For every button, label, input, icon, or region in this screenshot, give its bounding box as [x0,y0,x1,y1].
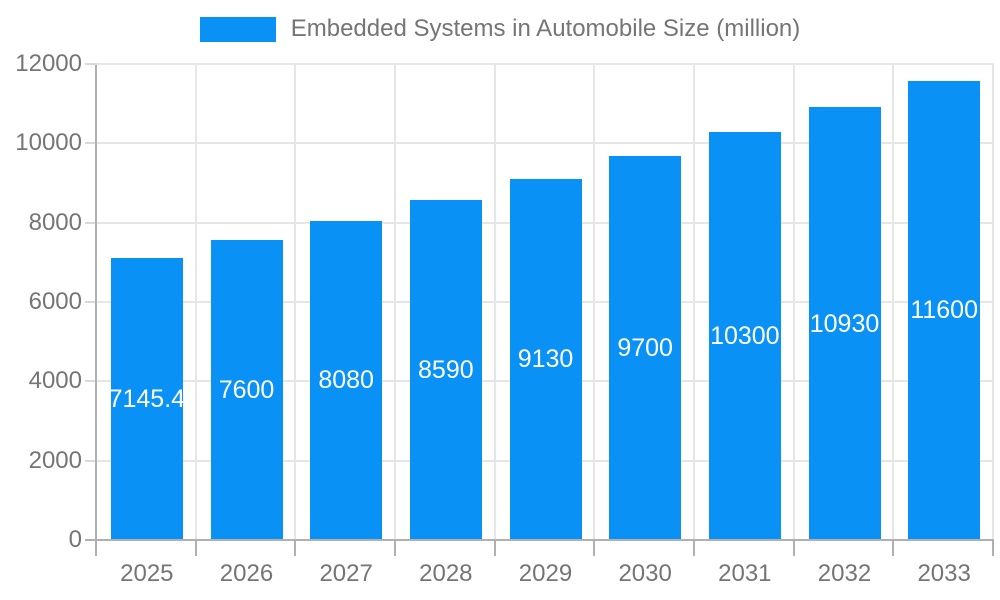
y-axis-tick-label: 8000 [28,208,82,236]
y-axis-tick-label: 10000 [15,129,82,157]
bar-2027[interactable]: 8080 [310,220,383,541]
y-axis-tick-label: 12000 [15,50,82,77]
x-axis-tick [693,541,695,556]
x-axis-tick [493,541,496,556]
y-axis-tick-label: 2000 [28,446,82,474]
bar-2028[interactable]: 8590 [409,200,482,541]
y-axis-tick [85,63,97,65]
x-axis-tick [992,541,994,556]
y-axis-tick-label: 0 [68,526,82,553]
x-axis-tick-label: 2027 [319,560,373,587]
bar-value-label: 9700 [617,334,673,363]
bar-2026[interactable]: 7600 [210,239,283,541]
y-axis-line [95,65,97,556]
y-axis-tick-label: 4000 [28,367,82,395]
bar-value-label: 10930 [809,309,880,338]
bar-value-label: 10300 [710,322,780,351]
x-axis-tick-label: 2029 [518,560,573,587]
y-axis-tick [85,221,97,224]
bar-2032[interactable]: 10930 [808,107,881,541]
y-axis-tick-label: 6000 [28,288,82,315]
x-axis-tick [194,541,197,556]
gridline-horizontal [97,63,994,65]
y-axis-tick [85,142,97,145]
gridline-horizontal [97,142,994,145]
bar-2030[interactable]: 9700 [609,156,682,541]
chart-legend: Embedded Systems in Automobile Size (mil… [0,14,1000,44]
bar-2025[interactable]: 7145.4 [108,257,186,541]
bar-2033[interactable]: 11600 [908,80,981,541]
x-axis-tick [792,541,795,556]
gridline-vertical [693,65,695,541]
x-axis-tick [593,541,596,556]
bar-value-label: 7145.4 [108,384,186,413]
y-axis-tick [85,380,97,383]
bar-value-label: 8080 [318,366,374,395]
gridline-vertical [792,65,795,541]
gridline-vertical [992,65,994,541]
x-axis-tick [892,541,895,556]
x-axis-tick [394,541,396,556]
gridline-vertical [892,65,895,541]
bar-2031[interactable]: 10300 [708,132,781,541]
x-axis-tick-label: 2028 [419,560,473,587]
gridline-vertical [394,65,396,541]
y-axis-tick [85,459,97,462]
gridline-vertical [294,65,297,541]
x-axis-tick-label: 2032 [817,560,872,587]
bar-value-label: 9130 [517,345,574,374]
x-axis-tick-label: 2026 [219,560,274,587]
gridline-vertical [493,65,496,541]
x-axis-tick [95,541,97,556]
bar-value-label: 7600 [218,375,275,404]
bar-2029[interactable]: 9130 [509,178,582,541]
plot-area: 7145.4 7600 8080 8590 9130 9700 10300 10930 1160… [97,63,994,541]
y-axis-tick [85,301,97,303]
legend-label: Embedded Systems in Automobile Size (mil… [290,15,801,42]
bar-value-label: 8590 [418,356,474,385]
gridline-vertical [593,65,596,541]
x-axis-tick-label: 2031 [718,560,772,587]
x-axis-tick-label: 2033 [917,560,971,587]
legend-swatch [199,16,276,42]
x-axis-line [85,539,994,541]
x-axis-tick-label: 2030 [618,560,672,587]
bar-value-label: 11600 [910,296,978,325]
x-axis-tick-label: 2025 [120,560,174,587]
x-axis-tick [294,541,297,556]
gridline-vertical [194,65,197,541]
